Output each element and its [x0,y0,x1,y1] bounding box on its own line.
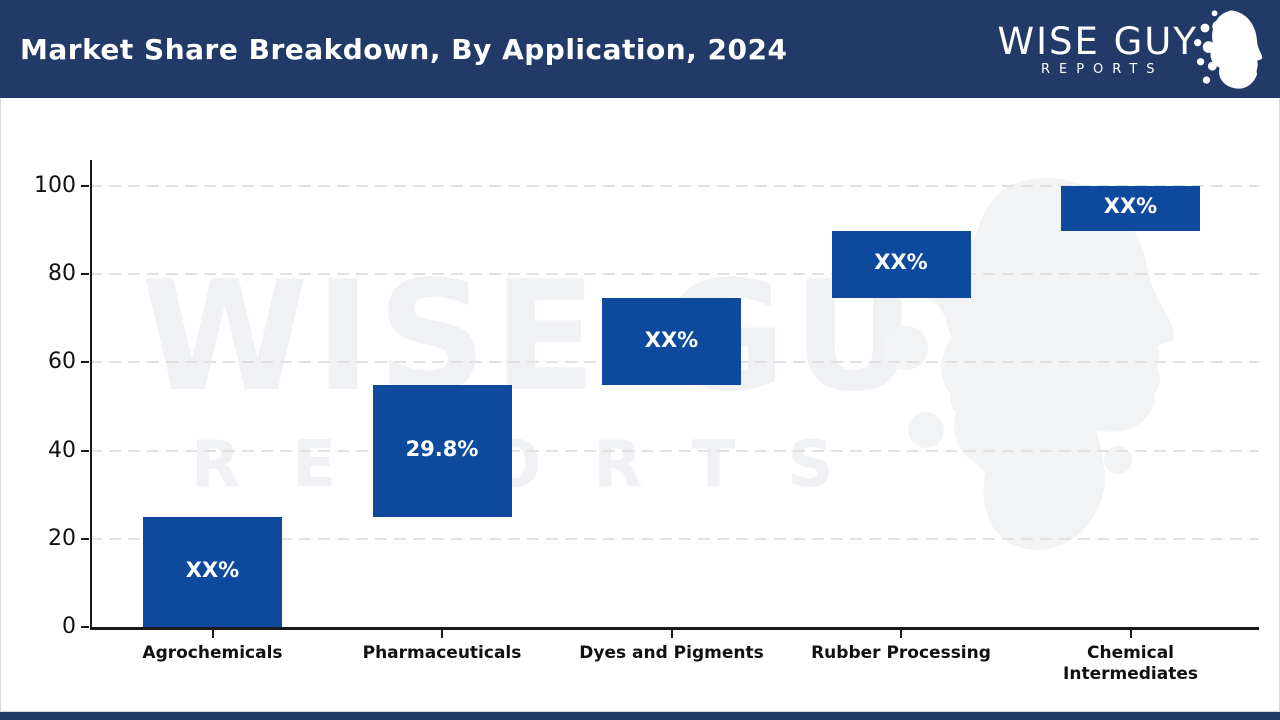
bar-value-label-2: XX% [644,327,699,352]
x-category-label-0: Agrochemicals [142,643,283,663]
x-category-label-2: Dyes and Pigments [579,643,764,663]
y-tick-label-40: 40 [48,437,76,463]
y-tick-80 [81,273,89,276]
bar-value-label-0: XX% [185,557,240,582]
logo-subtitle: REPORTS [1040,62,1164,78]
page-title: Market Share Breakdown, By Application, … [20,32,788,66]
x-tick-3 [900,630,902,638]
x-category-label-4: Chemical Intermediates [1063,643,1198,685]
header-bar: Market Share Breakdown, By Application, … [0,0,1280,98]
bar-value-label-3: XX% [874,250,928,275]
y-tick-label-20: 20 [48,525,76,551]
gridline-40 [90,449,1259,452]
x-tick-4 [1129,630,1132,638]
logo-text: WISE GUY REPORTS [997,19,1198,78]
bar-2 [602,298,741,386]
watermark-subtitle: REPORTS [191,428,886,502]
bar-0 [143,516,282,627]
bar-4 [1061,186,1200,231]
bar-value-label-1: 29.8% [405,437,479,462]
wise-guy-reports-logo: WISE GUY REPORTS [998,6,1270,94]
y-tick-label-60: 60 [48,349,76,375]
y-tick-label-0: 0 [62,614,76,639]
bar-3 [831,230,971,298]
y-axis-line [90,160,92,630]
y-tick-60 [81,361,89,364]
x-tick-2 [670,630,673,638]
footer-bar [0,712,1280,720]
x-category-label-1: Pharmaceuticals [362,643,522,663]
x-axis-line [90,627,1259,630]
gridline-100 [90,185,1259,187]
chart-area: WISE GUY REPORTS 0 20 40 60 80 100 XX% Agrochem… [0,98,1280,712]
y-tick-label-80: 80 [48,261,76,287]
x-tick-1 [441,630,443,638]
y-tick-0 [81,626,89,628]
bar-1 [372,385,512,517]
y-tick-20 [81,537,89,540]
gridline-80 [90,273,1259,276]
x-category-label-3: Rubber Processing [811,643,991,663]
logo-head-icon [1194,10,1263,89]
gridline-20 [90,537,1259,540]
bar-value-label-4: XX% [1103,194,1158,219]
logo-wordmark: WISE GUY [997,19,1198,63]
y-tick-40 [81,449,89,452]
y-tick-label-100: 100 [34,173,76,198]
x-tick-0 [211,630,214,638]
y-tick-100 [81,185,89,187]
